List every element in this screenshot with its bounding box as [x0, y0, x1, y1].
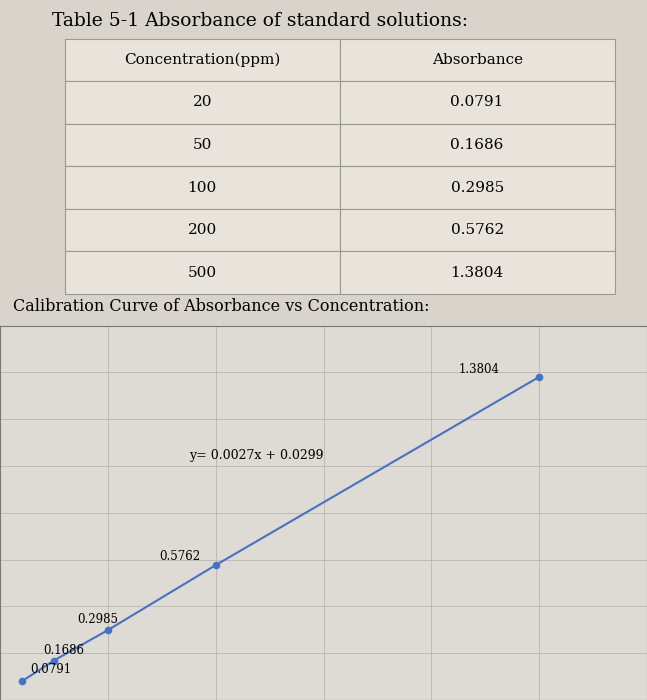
Text: Table 5-1 Absorbance of standard solutions:: Table 5-1 Absorbance of standard solutio… — [52, 12, 468, 30]
Point — [16, 676, 27, 687]
Text: 0.5762: 0.5762 — [160, 550, 201, 563]
Text: y= 0.0027x + 0.0299: y= 0.0027x + 0.0299 — [189, 449, 324, 462]
Point — [103, 624, 113, 636]
Text: 0.1686: 0.1686 — [43, 645, 84, 657]
Text: 0.0791: 0.0791 — [30, 663, 71, 676]
Point — [49, 655, 59, 666]
Text: Calibration Curve of Absorbance vs Concentration:: Calibration Curve of Absorbance vs Conce… — [13, 298, 430, 315]
Point — [210, 559, 221, 570]
Text: 1.3804: 1.3804 — [458, 363, 499, 377]
Point — [534, 371, 544, 382]
Text: 0.2985: 0.2985 — [78, 612, 118, 626]
